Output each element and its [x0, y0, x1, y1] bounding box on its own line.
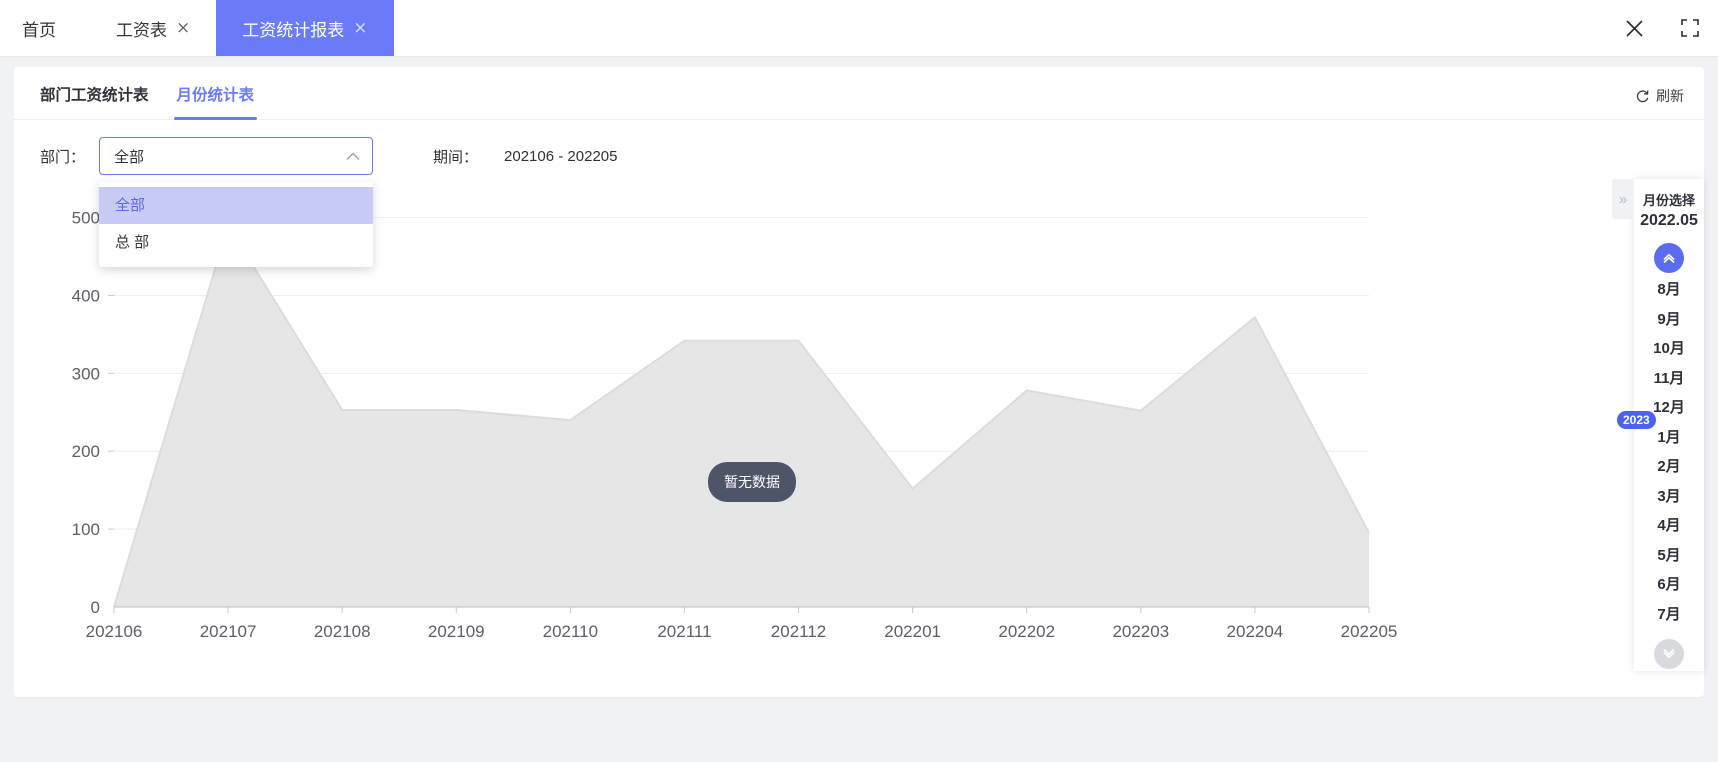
month-item-label: 9月 — [1657, 310, 1681, 328]
report-card: 部门工资统计表 月份统计表 刷新 部门： 全部 — [14, 67, 1704, 697]
year-badge: 2023 — [1617, 410, 1656, 429]
filter-bar: 部门： 全部 全部 总 部 — [14, 120, 1704, 267]
chevron-double-down-icon — [1661, 646, 1677, 662]
department-label: 部门： — [40, 148, 86, 166]
chart-x-tick-label: 202201 — [884, 622, 941, 641]
subtab-monthly-stats[interactable]: 月份统计表 — [163, 83, 269, 120]
month-item[interactable]: 12月 — [1634, 393, 1704, 423]
month-item-label: 11月 — [1653, 369, 1685, 387]
chart-area-fill — [114, 225, 1369, 607]
chevrons-right-icon: » — [1618, 190, 1628, 208]
chart-y-tick-label: 100 — [72, 520, 100, 539]
month-item[interactable]: 10月 — [1634, 334, 1704, 364]
month-panel-value: 2022.05 — [1640, 212, 1698, 229]
department-option-all[interactable]: 全部 — [99, 187, 374, 224]
period-value: 202106 - 202205 — [504, 147, 618, 165]
tab-payroll-label: 工资表 — [116, 20, 167, 40]
month-item[interactable]: 11月 — [1634, 364, 1704, 394]
tab-payroll-report[interactable]: 工资统计报表 × — [216, 0, 394, 56]
tab-payroll-report-close-icon[interactable]: × — [353, 17, 368, 38]
chart-x-tick-label: 202108 — [314, 622, 371, 641]
chart-y-tick-label: 400 — [72, 286, 100, 305]
month-item-label: 8月 — [1657, 281, 1681, 298]
refresh-label: 刷新 — [1656, 88, 1684, 104]
chart-y-axis-labels: 0 100 200 300 400 500 — [72, 209, 100, 617]
chart-y-tick-label: 500 — [72, 209, 100, 228]
chart-y-tick-label: 0 — [91, 598, 100, 617]
chart-x-tick-label: 202202 — [998, 622, 1055, 641]
chart-x-tick-label: 202110 — [543, 622, 598, 641]
department-select-wrapper: 全部 全部 总 部 — [99, 137, 374, 267]
chart-x-tick-label: 202204 — [1227, 622, 1284, 641]
tab-bar-spacer — [394, 0, 1607, 56]
close-icon — [1624, 18, 1645, 39]
subtab-monthly-stats-label: 月份统计表 — [176, 87, 255, 104]
month-item-label: 6月 — [1657, 576, 1681, 593]
month-item-label: 3月 — [1657, 487, 1681, 505]
department-dropdown[interactable]: 全部 总 部 — [99, 182, 374, 267]
month-item-label: 7月 — [1657, 605, 1681, 623]
month-item[interactable]: 8月 — [1634, 275, 1704, 305]
chart-x-tick-label: 202106 — [86, 622, 143, 641]
chart-x-axis-labels: 202106 202107 202108 202109 202110 202111 2021… — [86, 607, 1398, 641]
window-close-button[interactable] — [1606, 0, 1662, 56]
month-item[interactable]: 6月 — [1634, 570, 1704, 600]
month-item[interactable]: 5月 — [1634, 541, 1704, 571]
chart-x-tick-label: 202112 — [771, 622, 826, 641]
month-item[interactable]: 2月 — [1634, 452, 1704, 482]
department-option-headquarters[interactable]: 总 部 — [99, 224, 373, 261]
month-list: 8月 9月 10月 11月 12月 2023 1月 2月 3月 4月 5月 6月 7月 — [1617, 275, 1704, 635]
month-item-label: 1月 — [1657, 428, 1681, 446]
month-item-label: 5月 — [1657, 546, 1681, 564]
department-select-value: 全部 — [114, 148, 145, 166]
window-tab-bar: 首页 工资表 × 工资统计报表 × — [0, 0, 1718, 57]
month-panel-collapse-button[interactable]: » — [1612, 179, 1634, 219]
chart-y-tick-label: 200 — [72, 442, 100, 461]
page-container: 部门工资统计表 月份统计表 刷新 部门： 全部 — [0, 57, 1718, 762]
chart-x-tick-label: 202107 — [200, 622, 257, 641]
report-subtab-bar: 部门工资统计表 月份统计表 刷新 — [14, 67, 1704, 120]
refresh-icon — [1635, 89, 1650, 104]
subtab-department-salary-label: 部门工资统计表 — [40, 87, 149, 104]
month-scroll-down-button[interactable] — [1654, 639, 1684, 669]
chart-line — [113, 222, 1370, 608]
month-panel-title: 月份选择 — [1642, 193, 1695, 208]
month-item-label: 2月 — [1657, 458, 1681, 475]
fullscreen-icon — [1680, 18, 1700, 38]
month-picker-panel: 月份选择 2022.05 8月 9月 10月 11月 12月 2023 1月 2月 3月 4月 5月… — [1617, 179, 1704, 671]
chart-y-tick-label: 300 — [72, 364, 100, 383]
month-scroll-up-button[interactable] — [1654, 243, 1684, 273]
subtab-department-salary[interactable]: 部门工资统计表 — [26, 83, 163, 119]
monthly-area-chart: 0 100 200 300 400 500 202106 202107 202108 20210… — [14, 192, 1704, 697]
chart-x-tick-label: 202109 — [428, 622, 485, 641]
month-item-label: 12月 — [1653, 399, 1685, 416]
period-label: 期间： — [433, 148, 479, 166]
department-select[interactable]: 全部 — [99, 137, 374, 175]
month-item[interactable]: 7月 — [1634, 600, 1704, 630]
tab-payroll[interactable]: 工资表 × — [90, 0, 216, 56]
period-display: 期间： 202106 - 202205 — [433, 146, 617, 167]
month-item[interactable]: 3月 — [1634, 482, 1704, 512]
department-option-headquarters-label: 总 部 — [115, 234, 150, 251]
tab-payroll-report-label: 工资统计报表 — [242, 20, 345, 40]
month-item-label: 10月 — [1653, 340, 1685, 357]
tab-home[interactable]: 首页 — [0, 0, 90, 56]
tab-payroll-close-icon[interactable]: × — [176, 17, 191, 38]
chart-x-tick-label: 202205 — [1341, 622, 1398, 641]
month-item[interactable]: 2023 1月 — [1617, 410, 1704, 453]
month-item-label: 4月 — [1657, 517, 1681, 534]
month-item[interactable]: 9月 — [1634, 305, 1704, 335]
window-fullscreen-button[interactable] — [1662, 0, 1718, 56]
month-item[interactable]: 4月 — [1634, 511, 1704, 541]
chevron-double-up-icon — [1661, 250, 1677, 266]
department-option-all-label: 全部 — [115, 197, 146, 214]
chart-x-tick-label: 202111 — [657, 622, 711, 641]
chevron-up-icon — [346, 150, 360, 163]
chart-x-tick-label: 202203 — [1112, 622, 1169, 641]
tab-home-label: 首页 — [22, 20, 56, 40]
refresh-button[interactable]: 刷新 — [1635, 86, 1684, 106]
